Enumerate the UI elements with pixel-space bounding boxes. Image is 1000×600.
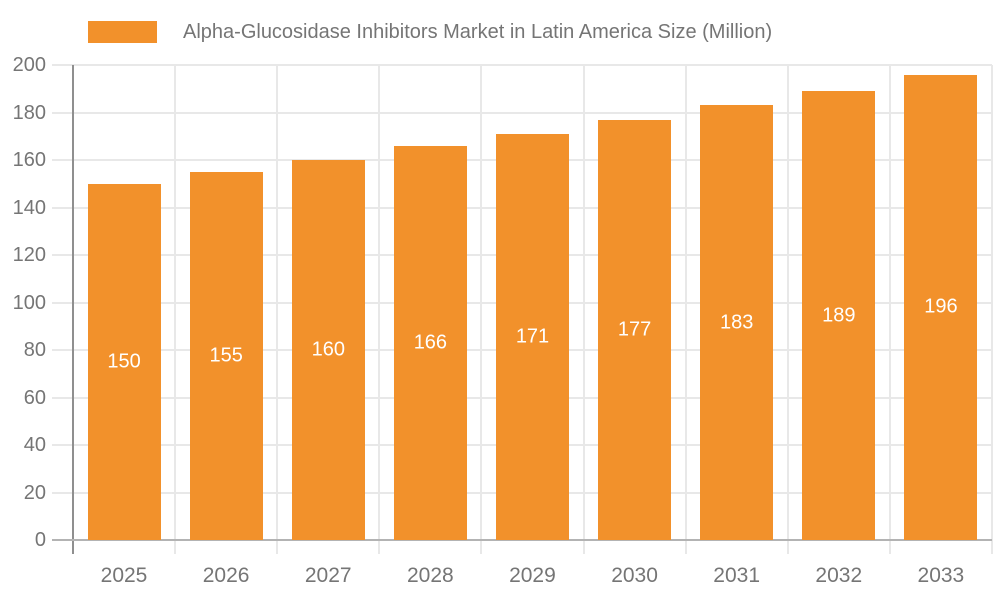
x-axis-tick-label: 2027 — [304, 564, 352, 587]
bar-value-label: 196 — [924, 295, 958, 318]
bar-value-label: 183 — [720, 311, 754, 334]
bar-value-label: 155 — [209, 344, 243, 367]
bar-value-label: 171 — [515, 325, 550, 348]
x-axis-tick-label: 2031 — [713, 564, 761, 587]
y-axis-tick-label: 140 — [12, 196, 46, 219]
x-axis-tick-label: 2026 — [202, 564, 250, 587]
chart-title: Alpha-Glucosidase Inhibitors Market in L… — [183, 21, 773, 43]
x-gridline — [582, 65, 585, 554]
x-axis-tick-label: 2032 — [815, 564, 863, 587]
x-gridline — [684, 65, 687, 554]
x-axis-line — [52, 539, 992, 541]
y-gridline — [52, 111, 992, 114]
bar — [700, 105, 774, 540]
y-axis-tick-label: 200 — [12, 54, 46, 76]
bar — [904, 74, 978, 540]
plot-area: 0 20 40 60 80 100 120 140 160 180 200 150 2025 155 202… — [13, 54, 993, 587]
x-axis-tick-label: 2030 — [611, 564, 658, 587]
bar — [496, 133, 569, 540]
y-axis-tick-label: 100 — [12, 291, 46, 314]
x-gridline — [378, 65, 381, 554]
bar — [87, 183, 161, 540]
bar — [598, 119, 672, 540]
y-axis-tick-label: 120 — [12, 244, 46, 266]
bar — [189, 171, 263, 540]
y-axis-tick-label: 0 — [34, 529, 46, 551]
x-gridline — [786, 65, 789, 554]
y-gridline — [52, 64, 992, 66]
x-axis-tick-label: 2033 — [917, 564, 965, 587]
y-axis-tick-label: 40 — [23, 434, 46, 456]
x-gridline — [174, 65, 177, 554]
bar-value-label: 150 — [107, 350, 141, 373]
x-gridline — [991, 65, 993, 554]
bar-value-label: 160 — [311, 338, 345, 361]
x-gridline — [276, 65, 279, 554]
legend-swatch — [88, 21, 157, 43]
x-gridline — [480, 65, 483, 554]
y-axis-tick-label: 60 — [23, 386, 46, 409]
bar-value-label: 189 — [822, 304, 856, 327]
y-axis-line — [72, 65, 74, 554]
bar — [393, 145, 467, 540]
legend: Alpha-Glucosidase Inhibitors Market in L… — [88, 18, 772, 46]
x-axis-tick-label: 2028 — [406, 564, 454, 587]
x-axis-tick-label: 2029 — [509, 564, 556, 587]
x-gridline — [888, 65, 891, 554]
y-axis-tick-label: 180 — [12, 101, 46, 124]
bar — [291, 160, 365, 540]
bar-value-label: 177 — [617, 318, 652, 341]
x-axis-tick-label: 2025 — [100, 564, 148, 587]
bar-value-label: 166 — [413, 331, 448, 354]
y-axis-tick-label: 160 — [12, 149, 46, 171]
y-axis-tick-label: 80 — [23, 339, 46, 361]
bar — [802, 91, 876, 540]
y-axis-tick-label: 20 — [23, 481, 46, 504]
